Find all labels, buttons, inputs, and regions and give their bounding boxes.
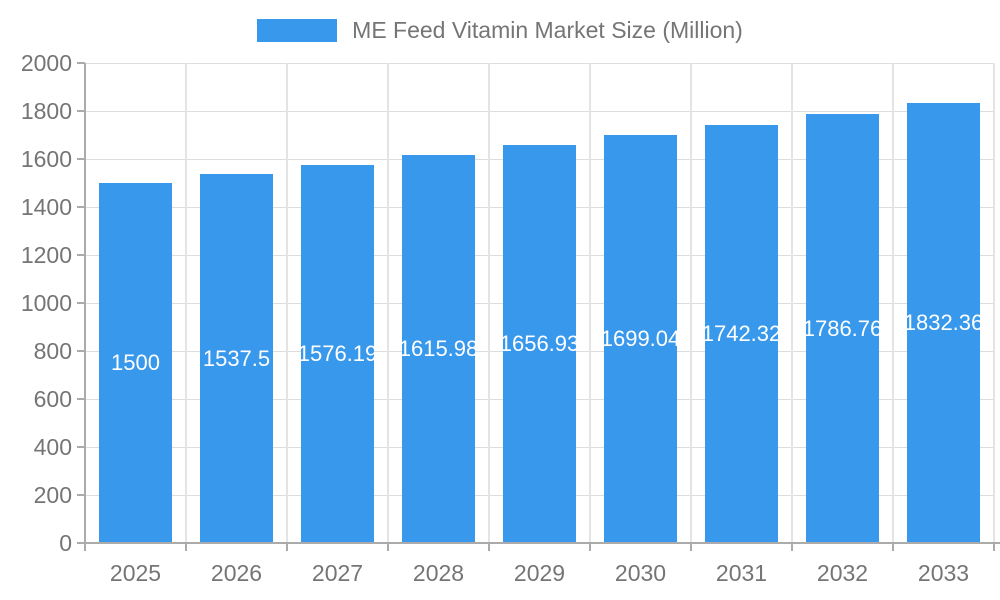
- x-axis-tick: [892, 543, 894, 551]
- y-axis-tick: [77, 302, 85, 304]
- x-axis-label: 2032: [816, 560, 869, 586]
- gridline-vertical: [387, 63, 389, 543]
- bar: 1742.32: [705, 124, 778, 543]
- y-axis-label: 400: [33, 434, 72, 460]
- bar-value-label: 1537.5: [202, 345, 271, 371]
- gridline-vertical: [791, 63, 793, 543]
- bar-value-label: 1742.32: [705, 320, 778, 346]
- y-axis-label: 1200: [20, 242, 72, 268]
- y-axis-label: 1400: [20, 194, 72, 220]
- x-axis-label: 2030: [614, 560, 667, 586]
- bar-value-label: 1500: [111, 350, 160, 375]
- bar-value-label: 1786.76: [806, 315, 879, 341]
- gridline-horizontal: [85, 62, 994, 64]
- y-axis-label: 800: [33, 338, 72, 364]
- x-axis-tick: [286, 543, 288, 551]
- x-axis-label: 2033: [917, 560, 970, 586]
- bar-value-label: 1656.93: [503, 331, 576, 357]
- gridline-vertical: [185, 63, 187, 543]
- bar: 1500: [99, 183, 172, 543]
- x-axis-tick: [84, 543, 86, 551]
- y-axis-tick: [77, 446, 85, 448]
- gridline-vertical: [488, 63, 490, 543]
- gridline-vertical: [892, 63, 894, 543]
- legend: ME Feed Vitamin Market Size (Million): [0, 14, 1000, 46]
- legend-swatch: [257, 18, 338, 42]
- y-axis-label: 600: [33, 386, 72, 412]
- y-axis-tick: [77, 398, 85, 400]
- bar-value-label: 1576.19: [301, 340, 374, 366]
- bar-value-label: 1699.04: [604, 326, 677, 352]
- y-axis-label: 1800: [20, 98, 72, 124]
- bar: 1699.04: [604, 135, 677, 543]
- gridline-vertical: [286, 63, 288, 543]
- x-axis-label: 2031: [715, 560, 768, 586]
- y-axis-tick: [77, 254, 85, 256]
- x-axis-tick: [993, 543, 995, 551]
- y-axis-tick: [77, 350, 85, 352]
- x-axis-label: 2028: [412, 560, 465, 586]
- x-axis-tick: [589, 543, 591, 551]
- y-axis-label: 0: [59, 530, 72, 556]
- y-axis-line: [84, 63, 86, 543]
- y-axis-tick: [77, 110, 85, 112]
- x-axis-label: 2026: [210, 560, 263, 586]
- x-axis-label: 2027: [311, 560, 364, 586]
- y-axis-label: 1600: [20, 146, 72, 172]
- y-axis-label: 1000: [20, 290, 72, 316]
- bar: 1786.76: [806, 114, 879, 543]
- bar: 1615.98: [402, 155, 475, 543]
- bar-value-label: 1832.36: [907, 310, 980, 336]
- y-axis-label: 200: [33, 482, 72, 508]
- y-axis-tick: [77, 206, 85, 208]
- bar: 1537.5: [200, 174, 273, 543]
- gridline-horizontal: [85, 110, 994, 112]
- x-axis-label: 2029: [513, 560, 566, 586]
- bar-value-label: 1615.98: [402, 336, 475, 362]
- y-axis-label: 2000: [20, 50, 72, 76]
- bar: 1576.19: [301, 164, 374, 543]
- x-axis-tick: [791, 543, 793, 551]
- plot-area: 0 200 400 600 800 1000 1200 1400 1600 1800 2000 150…: [21, 50, 1000, 586]
- legend-label: ME Feed Vitamin Market Size (Million): [352, 16, 743, 43]
- bar: 1656.93: [503, 145, 576, 543]
- legend-item[interactable]: ME Feed Vitamin Market Size (Million): [257, 17, 743, 44]
- gridline-vertical: [993, 63, 995, 543]
- y-axis-tick: [77, 158, 85, 160]
- gridline-vertical: [690, 63, 692, 543]
- x-axis-tick: [488, 543, 490, 551]
- x-axis-tick: [387, 543, 389, 551]
- bar: 1832.36: [907, 103, 980, 543]
- x-axis-tick: [185, 543, 187, 551]
- gridline-vertical: [589, 63, 591, 543]
- x-axis-line: [77, 542, 1000, 544]
- y-axis-tick: [77, 62, 85, 64]
- y-axis-tick: [77, 494, 85, 496]
- x-axis-tick: [690, 543, 692, 551]
- x-axis-label: 2025: [109, 560, 162, 586]
